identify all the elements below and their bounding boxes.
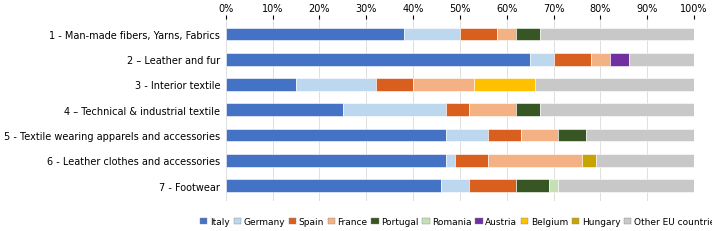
Bar	[226, 154, 446, 167]
Bar	[596, 154, 694, 167]
Bar	[609, 54, 629, 66]
Bar	[488, 129, 521, 142]
Bar	[446, 104, 469, 117]
Bar	[516, 28, 540, 41]
Bar	[460, 28, 498, 41]
Bar	[296, 79, 376, 91]
Bar	[404, 28, 460, 41]
Bar	[376, 79, 413, 91]
Legend: Italy, Germany, Spain, France, Portugal, Romania, Austria, Belgium, Hungary, Oth: Italy, Germany, Spain, France, Portugal,…	[199, 216, 712, 227]
Bar	[226, 104, 343, 117]
Bar	[629, 54, 694, 66]
Bar	[469, 104, 516, 117]
Bar	[446, 154, 455, 167]
Bar	[549, 179, 558, 192]
Bar	[226, 54, 530, 66]
Bar	[226, 79, 296, 91]
Bar	[521, 129, 558, 142]
Bar	[535, 79, 694, 91]
Bar	[469, 179, 516, 192]
Bar	[488, 154, 582, 167]
Bar	[558, 179, 694, 192]
Bar	[516, 104, 540, 117]
Bar	[441, 179, 469, 192]
Bar	[587, 129, 694, 142]
Bar	[226, 28, 404, 41]
Bar	[446, 129, 488, 142]
Bar	[530, 54, 554, 66]
Bar	[558, 129, 587, 142]
Bar	[413, 79, 474, 91]
Bar	[540, 104, 694, 117]
Bar	[516, 179, 549, 192]
Bar	[591, 54, 609, 66]
Bar	[474, 79, 535, 91]
Bar	[554, 54, 591, 66]
Bar	[343, 104, 446, 117]
Bar	[582, 154, 596, 167]
Bar	[540, 28, 694, 41]
Bar	[455, 154, 488, 167]
Bar	[226, 179, 441, 192]
Bar	[226, 129, 446, 142]
Bar	[498, 28, 516, 41]
